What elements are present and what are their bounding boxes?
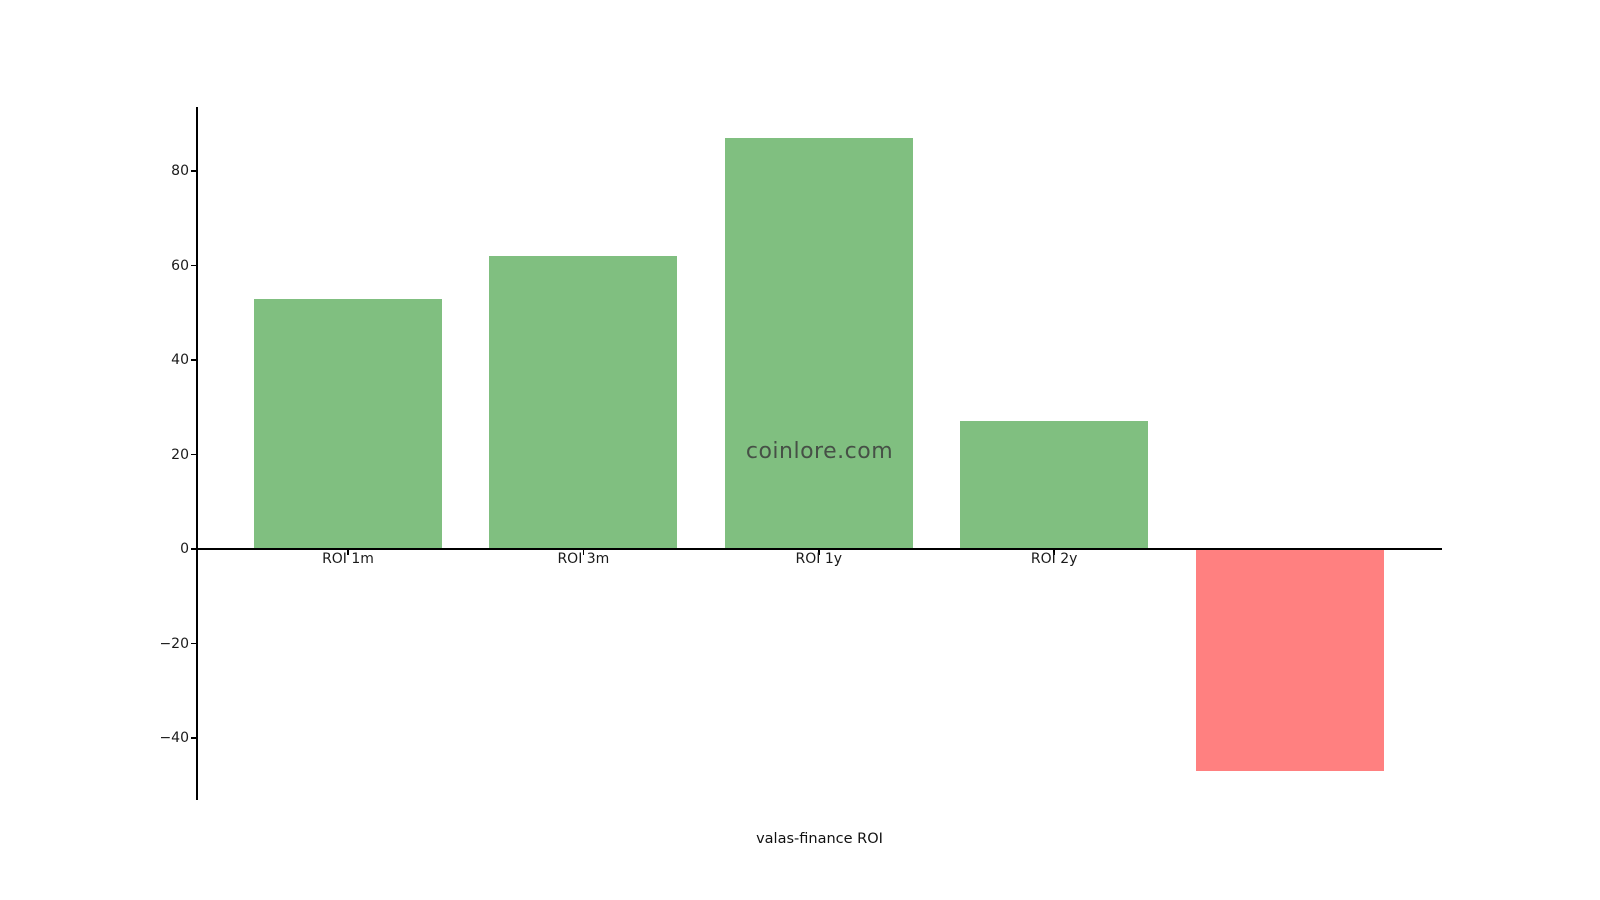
bar-roi-2y bbox=[960, 421, 1149, 549]
y-tick-label: 80 bbox=[171, 163, 189, 179]
bar-roi-3m bbox=[489, 256, 678, 549]
y-tick-label: 60 bbox=[171, 257, 189, 274]
y-tick-label: 40 bbox=[171, 352, 189, 368]
y-tick-mark bbox=[191, 264, 197, 267]
y-tick-mark bbox=[191, 359, 197, 361]
bar-roi-1y bbox=[724, 137, 913, 549]
y-axis-spine bbox=[196, 107, 198, 800]
y-tick-label: 0 bbox=[180, 541, 189, 557]
chart-title: valas-finance ROI bbox=[756, 831, 883, 847]
x-tick-label: ROI 2y bbox=[1030, 551, 1078, 567]
y-tick-mark bbox=[191, 453, 197, 456]
x-tick-mark bbox=[1053, 549, 1055, 555]
x-tick-label: ROI 1m bbox=[322, 551, 374, 567]
y-tick-mark bbox=[191, 170, 197, 172]
bar-roi-1m bbox=[254, 298, 442, 549]
y-tick-mark bbox=[191, 737, 197, 739]
y-tick-mark bbox=[191, 548, 197, 550]
watermark-text: coinlore.com bbox=[745, 439, 894, 464]
bar-5 bbox=[1195, 549, 1384, 772]
y-tick-label: 20 bbox=[171, 446, 189, 463]
x-tick-label: ROI 1y bbox=[795, 551, 843, 567]
y-tick-label: −40 bbox=[159, 730, 189, 746]
y-tick-label: −20 bbox=[159, 635, 189, 652]
x-tick-mark bbox=[347, 549, 349, 555]
x-tick-mark bbox=[582, 549, 585, 555]
x-tick-label: ROI 3m bbox=[557, 551, 610, 567]
y-tick-mark bbox=[191, 642, 197, 645]
x-tick-mark bbox=[818, 549, 820, 555]
x-axis-zero-line bbox=[196, 548, 1442, 550]
